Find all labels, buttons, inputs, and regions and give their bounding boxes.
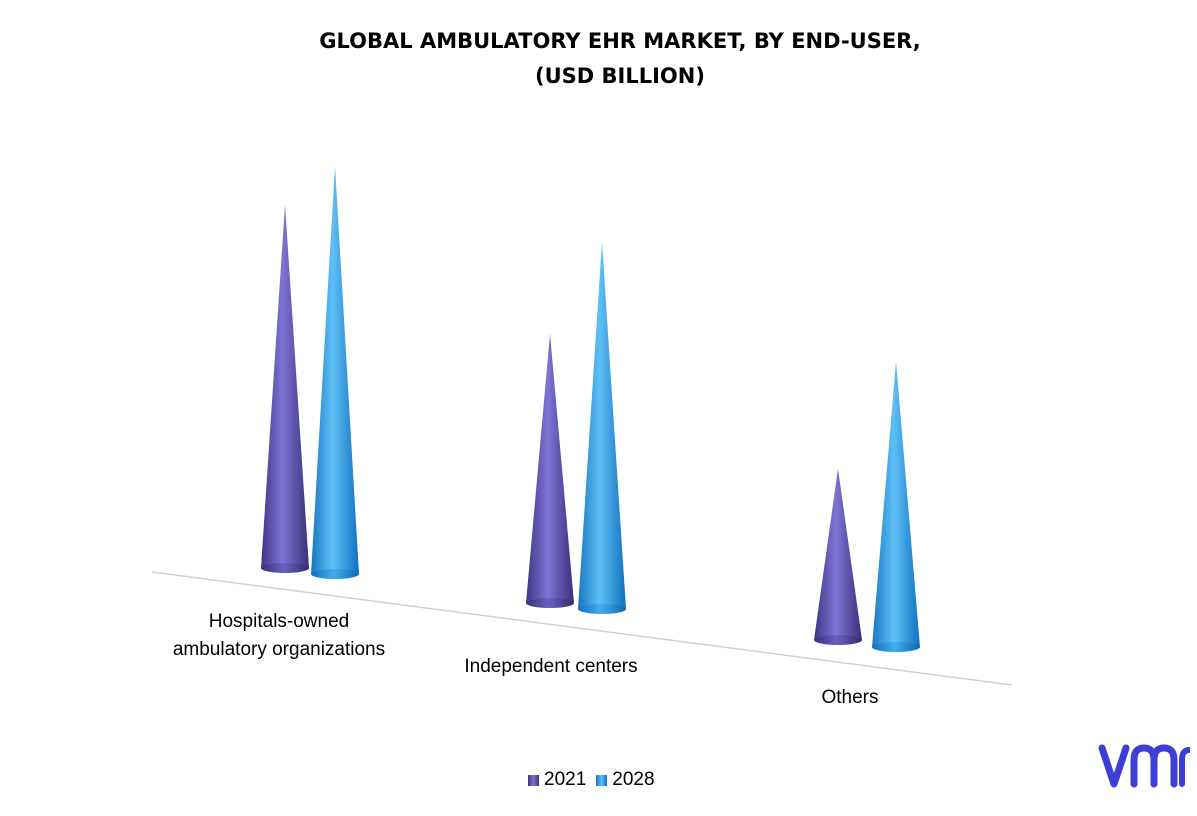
cone-2021-others: [814, 468, 862, 645]
cone-body: [578, 241, 626, 615]
chart-subtitle: (USD BILLION): [535, 64, 705, 88]
cone-body: [814, 468, 862, 645]
legend-item-2028: 2028: [596, 769, 655, 791]
legend-label-2021: 2021: [544, 769, 587, 790]
cone-body: [311, 166, 359, 579]
category-label-others: Others: [821, 687, 878, 708]
legend-item-2021: 2021: [528, 769, 586, 791]
cone-body: [261, 204, 309, 573]
cone-2021-independent-centers: [526, 333, 574, 608]
chart-title: GLOBAL AMBULATORY EHR MARKET, BY END-USE…: [319, 29, 921, 53]
cone-2028-independent-centers: [578, 241, 626, 615]
legend-swatch-2021: [528, 774, 539, 786]
floor-line: [151, 571, 1013, 686]
cone-base: [814, 635, 862, 645]
legend-swatch-2028: [596, 774, 608, 786]
cone-2021-hospitals-owned-ambulatory-organizations: [261, 204, 309, 573]
cone-body: [526, 333, 574, 608]
cone-body: [872, 361, 920, 652]
legend: 2021 2028: [528, 769, 665, 791]
cone-base: [311, 569, 359, 579]
cone-2028-others: [872, 361, 920, 652]
category-label-independent-centers: Independent centers: [464, 656, 637, 677]
legend-label-2028: 2028: [612, 769, 655, 790]
cone-base: [578, 604, 626, 614]
cone-base: [261, 563, 309, 573]
cone-base: [872, 642, 920, 652]
cone-2028-hospitals-owned-ambulatory-organizations: [311, 166, 359, 579]
category-label-hospitals-owned-ambulatory-organizations: Hospitals-owned ambulatory organizations: [173, 611, 385, 660]
vmr-logo-icon: [1098, 744, 1190, 788]
cone-base: [526, 598, 574, 608]
